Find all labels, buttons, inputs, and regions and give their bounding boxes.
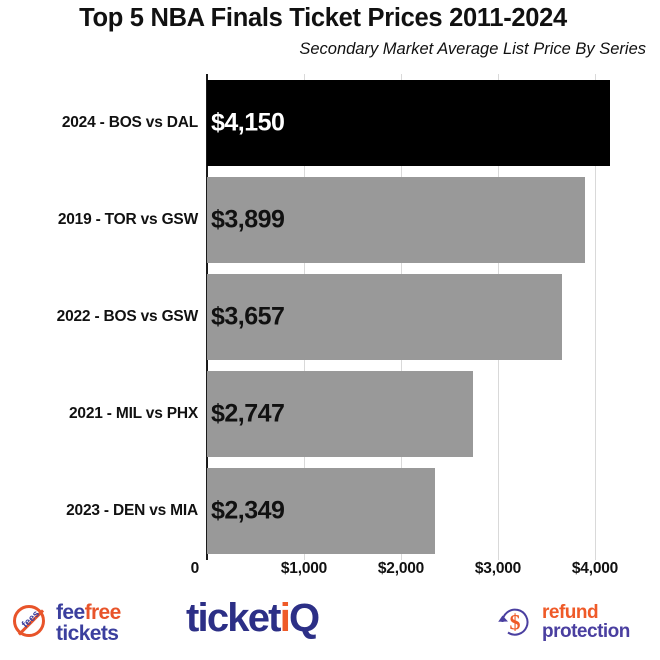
fee-free-word-fee: fee <box>56 601 85 624</box>
svg-text:$: $ <box>510 610 521 635</box>
bar-value-label: $2,349 <box>211 496 285 525</box>
bar-category-label: 2022 - BOS vs GSW <box>56 308 199 325</box>
bar-row[interactable]: 2019 - TOR vs GSW $3,899 <box>0 176 660 263</box>
refund-word-refund: refund <box>542 601 599 623</box>
x-tick-label: $1,000 <box>280 560 328 577</box>
bar[interactable] <box>207 176 586 263</box>
x-tick-label: $2,000 <box>377 560 425 577</box>
refund-protection-logo[interactable]: $ refund protection <box>495 602 630 642</box>
refund-dollar-icon: $ <box>495 602 535 642</box>
x-tick-label: 0 <box>190 560 200 577</box>
footer-logos: fees feefree tickets ticketiQ $ <box>0 592 660 660</box>
bar-value-label: $3,899 <box>211 205 285 234</box>
bar-category-label: 2021 - MIL vs PHX <box>69 405 198 423</box>
fee-free-word-free: free <box>84 601 122 624</box>
bar-row[interactable]: 2022 - BOS vs GSW $3,657 <box>0 274 660 360</box>
gridline <box>595 74 596 560</box>
bar-series: 2024 - BOS vs DAL $4,150 2019 - TOR vs GSW… <box>0 74 660 560</box>
ticketiq-word-ticket: ticket <box>186 596 281 640</box>
refund-word-protection: protection <box>542 621 630 642</box>
chart-title: Top 5 NBA Finals Ticket Prices 2011-2024 <box>79 4 567 32</box>
fee-free-word-tickets: tickets <box>56 622 119 646</box>
fee-free-tickets-logo[interactable]: fees feefree tickets <box>12 602 121 645</box>
bar-category-label: 2019 - TOR vs GSW <box>57 210 198 228</box>
refund-protection-wordmark: refund protection <box>542 601 630 642</box>
no-fees-icon: fees <box>12 604 50 642</box>
bar-row[interactable]: 2021 - MIL vs PHX $2,747 <box>0 371 660 458</box>
bar-value-label: $4,150 <box>211 108 285 137</box>
ticketiq-logo[interactable]: ticketiQ <box>186 596 320 640</box>
bar-row[interactable]: 2024 - BOS vs DAL $4,150 <box>0 79 660 166</box>
ticketiq-word-q: Q <box>289 596 320 640</box>
bar[interactable] <box>207 79 610 166</box>
bar-value-label: $2,747 <box>211 399 285 428</box>
x-axis-ticks: 0 $1,000 $2,000 $3,000 $4,000 <box>0 560 660 586</box>
bar[interactable] <box>207 468 435 555</box>
bar-category-label: 2023 - DEN vs MIA <box>66 502 198 520</box>
bar-value-label: $3,657 <box>211 302 285 331</box>
ticketiq-wordmark: ticketiQ <box>186 596 320 640</box>
bar[interactable] <box>207 274 562 360</box>
x-tick-label: $4,000 <box>571 560 619 577</box>
ticketiq-word-i: i <box>279 596 291 640</box>
plot-area: 2024 - BOS vs DAL $4,150 2019 - TOR vs GSW… <box>0 74 660 560</box>
chart-subtitle: Secondary Market Average List Price By S… <box>299 40 646 58</box>
fee-free-wordmark: feefree tickets <box>56 602 121 645</box>
bar[interactable] <box>207 371 474 458</box>
chart-header: Top 5 NBA Finals Ticket Prices 2011-2024… <box>0 0 660 72</box>
bar-category-label: 2024 - BOS vs DAL <box>61 113 198 131</box>
x-tick-label: $3,000 <box>474 560 522 577</box>
bar-row[interactable]: 2023 - DEN vs MIA $2,349 <box>0 468 660 555</box>
